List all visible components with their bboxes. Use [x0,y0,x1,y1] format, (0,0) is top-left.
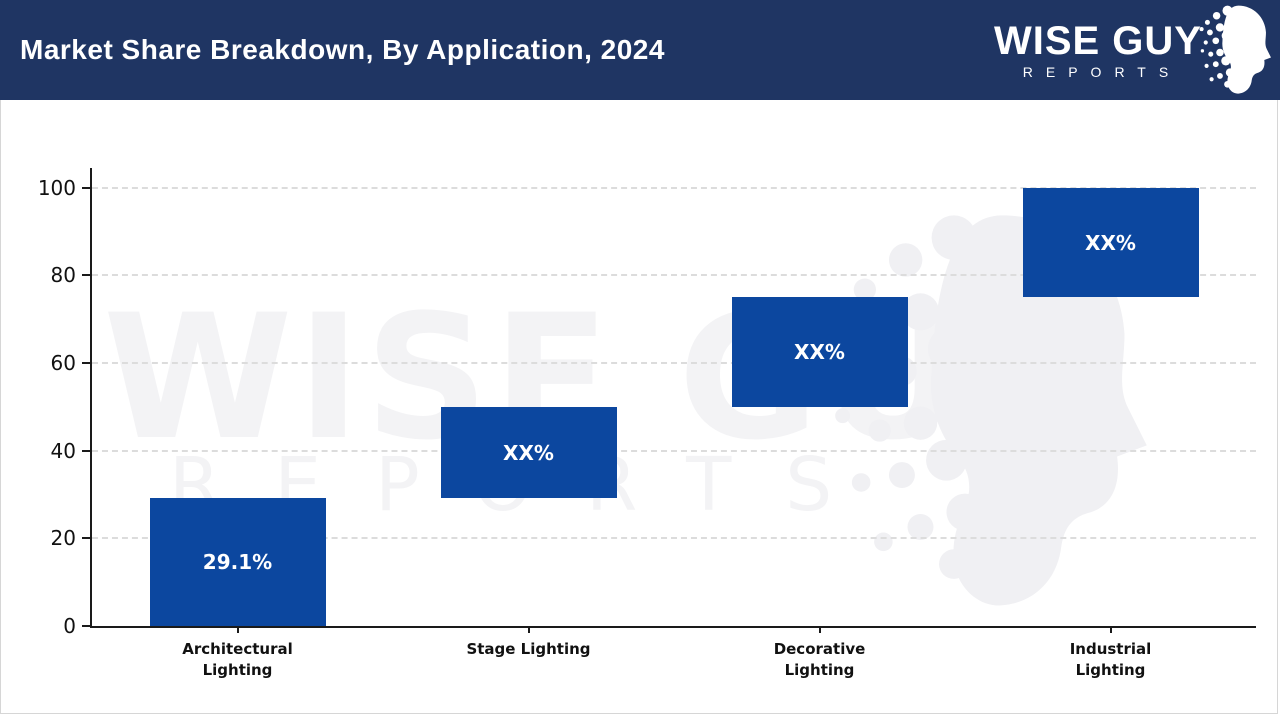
y-tick-mark [82,449,92,452]
page-title: Market Share Breakdown, By Application, … [20,34,665,65]
chart-canvas: WISE GUY REPORTS 02040608010029.1%Archit… [0,100,1278,714]
bar-value-label: XX% [1085,230,1136,255]
y-tick-mark [82,362,92,365]
x-tick-label: Industrial Lighting [1069,640,1152,679]
gridline [92,274,1256,277]
x-tick-label: Decorative Lighting [773,640,866,679]
brand-logo: WISE GUY REPORTS [994,0,1274,100]
x-tick-mark [818,626,821,633]
logo-wordmark-line2: REPORTS [1022,63,1182,80]
gridline [92,362,1256,365]
bar-value-label: XX% [794,340,845,365]
logo-wordmark-line1: WISE GUY [993,18,1202,63]
bar-segment: 29.1% [149,498,326,626]
plot-area: 0 20 40 60 80 100 29.1% Architectural Lighting XX… [38,168,1256,679]
x-tick-mark [527,626,530,633]
x-tick-label: Stage Lighting [466,640,591,658]
y-tick-label: 0 [63,614,76,638]
y-tick-label: 40 [50,438,76,463]
y-tick-mark [82,625,92,627]
x-tick-label: Architectural Lighting [182,640,293,679]
bar-segment: XX% [731,297,908,407]
y-tick-label: 100 [37,175,76,200]
y-tick-label: 80 [50,263,76,288]
gridline [92,537,1256,540]
y-tick-label: 20 [50,526,76,551]
y-tick-label: 60 [50,351,76,376]
y-tick-mark [82,186,92,189]
y-tick-mark [82,274,92,277]
bar-value-label: 29.1% [202,550,273,575]
x-tick-mark [1109,626,1112,633]
header-bar: Market Share Breakdown, By Application, … [0,0,1280,100]
gridline [92,449,1256,452]
y-tick-mark [82,537,92,540]
gridline [92,186,1256,189]
bar-value-label: XX% [503,440,554,465]
x-tick-mark [236,626,239,633]
logo-wordmark: WISE GUY REPORTS [994,21,1202,80]
logo-face-icon [1199,5,1271,94]
bar-segment: XX% [1022,187,1199,298]
bar-segment: XX% [440,406,617,499]
